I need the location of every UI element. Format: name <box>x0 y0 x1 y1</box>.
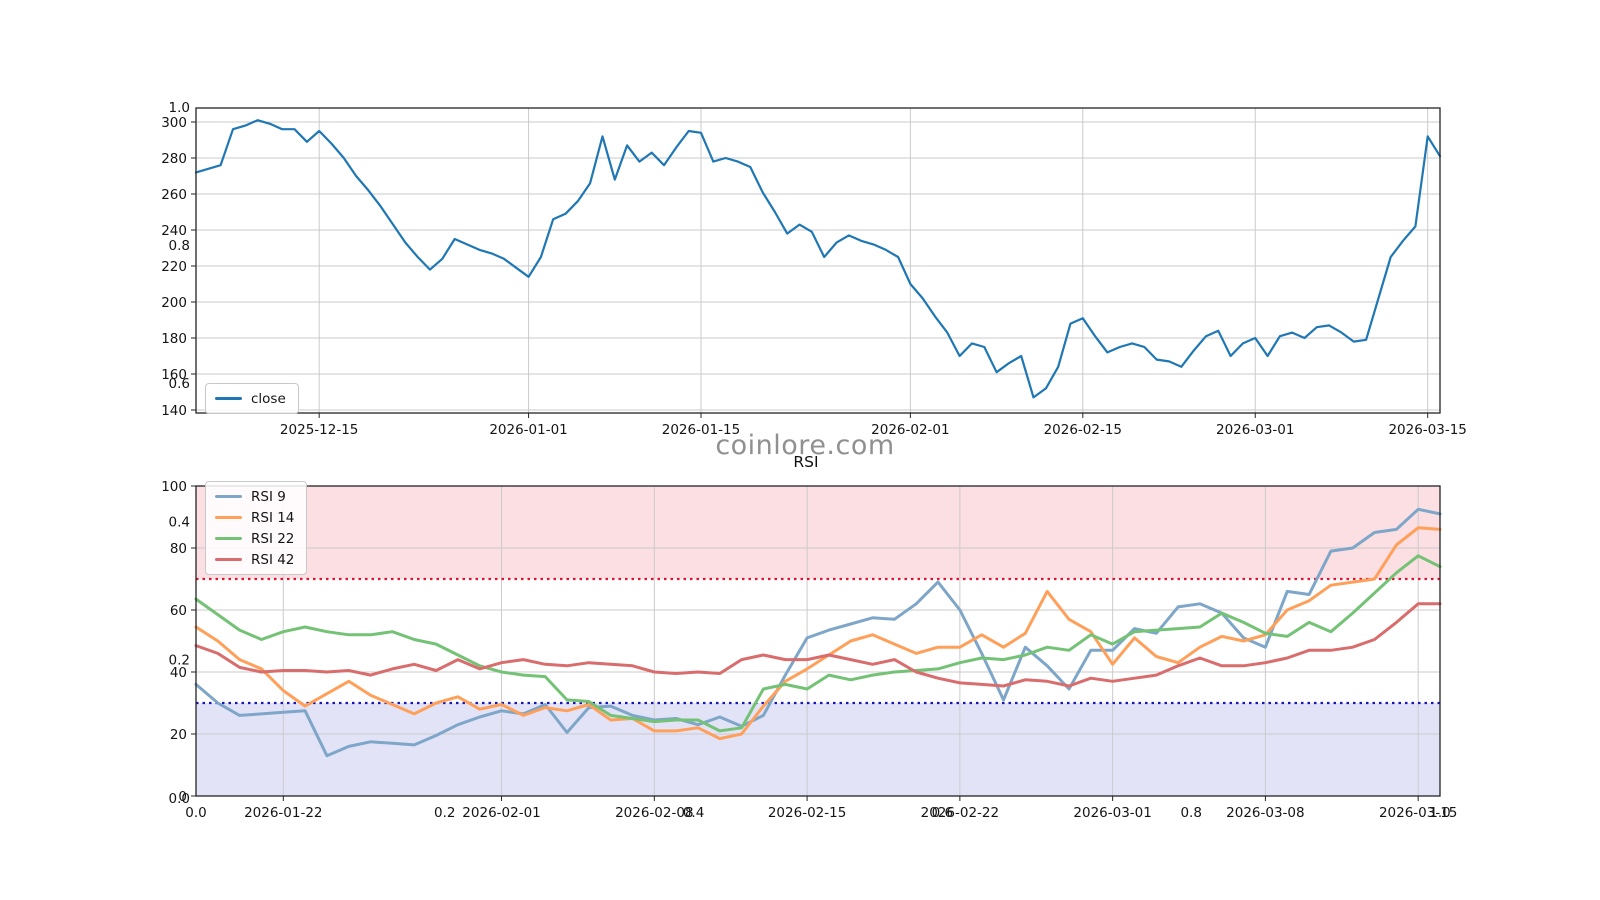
overlay-y-tick-label: 0.0 <box>169 791 190 807</box>
rsi-chart: 0 20 40 60 80 100 2026-01-22 2026-02-01 2026-02-… <box>161 479 1457 821</box>
x-tick-label: 2026-03-15 <box>1379 805 1457 821</box>
legend-label-close: close <box>251 390 286 407</box>
y-tick-label: 200 <box>161 295 187 311</box>
overlay-y-tick-label: 0.8 <box>169 238 190 254</box>
close-line <box>194 119 1442 399</box>
x-tick-label: 2025-12-15 <box>280 422 358 438</box>
watermark: coinlore.com <box>715 430 895 461</box>
y-tick-label: 60 <box>170 603 187 619</box>
rsi-42-line <box>194 602 1442 688</box>
x-tick-label: 2026-01-15 <box>662 422 740 438</box>
axis-labels: 0 20 40 60 80 100 2026-01-22 2026-02-01 2026-02-… <box>161 479 1457 821</box>
rsi-42-swatch <box>215 558 242 561</box>
y-tick-label: 100 <box>161 479 187 495</box>
y-tick-label: 280 <box>161 151 187 167</box>
legend-item-rsi-9: RSI 9 <box>215 486 294 507</box>
legend-item-rsi-42: RSI 42 <box>215 549 294 570</box>
legend-label-rsi-42: RSI 42 <box>251 551 295 568</box>
y-tick-label: 260 <box>161 187 187 203</box>
overlay-y-tick-label: 1.0 <box>169 100 190 116</box>
rsi-9-swatch <box>215 495 242 498</box>
y-tick-label: 160 <box>161 367 187 383</box>
x-tick-label: 2026-03-15 <box>1388 422 1466 438</box>
x-tick-label: 2026-03-08 <box>1226 805 1304 821</box>
overlay-x-tick-label: 1.0 <box>1429 805 1450 821</box>
y-tick-label: 240 <box>161 223 187 239</box>
overlay-x-tick-label: 0.2 <box>434 805 455 821</box>
rsi-legend: RSI 9 RSI 14 RSI 22 RSI 42 <box>205 481 308 575</box>
gridlines <box>196 108 1440 413</box>
rsi-22-swatch <box>215 537 242 540</box>
rsi-22-line <box>194 554 1442 733</box>
x-tick-label: 2026-02-15 <box>768 805 846 821</box>
price-chart: 140 160 180 200 220 240 260 280 300 2025-12-15 202… <box>161 107 1467 438</box>
x-tick-label: 2026-01-01 <box>489 422 567 438</box>
legend-item-rsi-14: RSI 14 <box>215 507 294 528</box>
plot-border <box>195 107 1441 414</box>
y-tick-label: 40 <box>170 665 187 681</box>
rsi-9-line <box>194 507 1442 758</box>
legend-item-rsi-22: RSI 22 <box>215 528 294 549</box>
legend-label-rsi-9: RSI 9 <box>251 488 286 505</box>
overlay-axis-labels: 1.0 0.8 0.6 0.4 0.2 0.00.0 0.2 0.4 0.6 0.8 1.0 <box>169 100 1451 821</box>
plot-border <box>195 485 1441 797</box>
legend-label-rsi-14: RSI 14 <box>251 509 295 526</box>
overlay-x-tick-label: 0.0 <box>185 805 206 821</box>
y-tick-label: 140 <box>161 403 187 419</box>
x-tick-label: 2026-01-22 <box>244 805 322 821</box>
rsi-chart-title: RSI <box>793 453 819 471</box>
overbought-zone-band <box>196 486 1440 579</box>
overlay-x-tick-label: 0.6 <box>932 805 953 821</box>
price-legend: close <box>205 383 299 414</box>
y-tick-label: 300 <box>161 115 187 131</box>
y-tick-label: 20 <box>170 727 187 743</box>
axis-labels: 140 160 180 200 220 240 260 280 300 2025-12-15 202… <box>161 115 1467 438</box>
y-tick-label: 220 <box>161 259 187 275</box>
y-tick-label: 180 <box>161 331 187 347</box>
overlay-x-tick-label: 0.8 <box>1180 805 1201 821</box>
overlay-y-tick-label: 0.4 <box>169 514 190 530</box>
close-line-swatch <box>215 397 242 400</box>
overlay-y-tick-label: 0.6 <box>169 376 190 392</box>
rsi-14-swatch <box>215 516 242 519</box>
rsi-14-line <box>194 526 1442 741</box>
y-tick-label: 0 <box>178 789 187 805</box>
x-tick-label: 2026-02-01 <box>871 422 949 438</box>
legend-label-rsi-22: RSI 22 <box>251 530 295 547</box>
oversold-zone-band <box>196 703 1440 796</box>
overlay-y-tick-label: 0.2 <box>169 653 190 669</box>
y-tick-label: 80 <box>170 541 187 557</box>
x-tick-label: 2026-03-01 <box>1216 422 1294 438</box>
x-tick-label: 2026-03-01 <box>1073 805 1151 821</box>
x-tick-label: 2026-02-15 <box>1044 422 1122 438</box>
x-tick-label: 2026-02-01 <box>462 805 540 821</box>
overlay-x-tick-label: 0.4 <box>683 805 704 821</box>
x-tick-label: 2026-02-08 <box>615 805 693 821</box>
legend-item-close: close <box>215 388 286 409</box>
x-tick-label: 2026-02-22 <box>921 805 999 821</box>
